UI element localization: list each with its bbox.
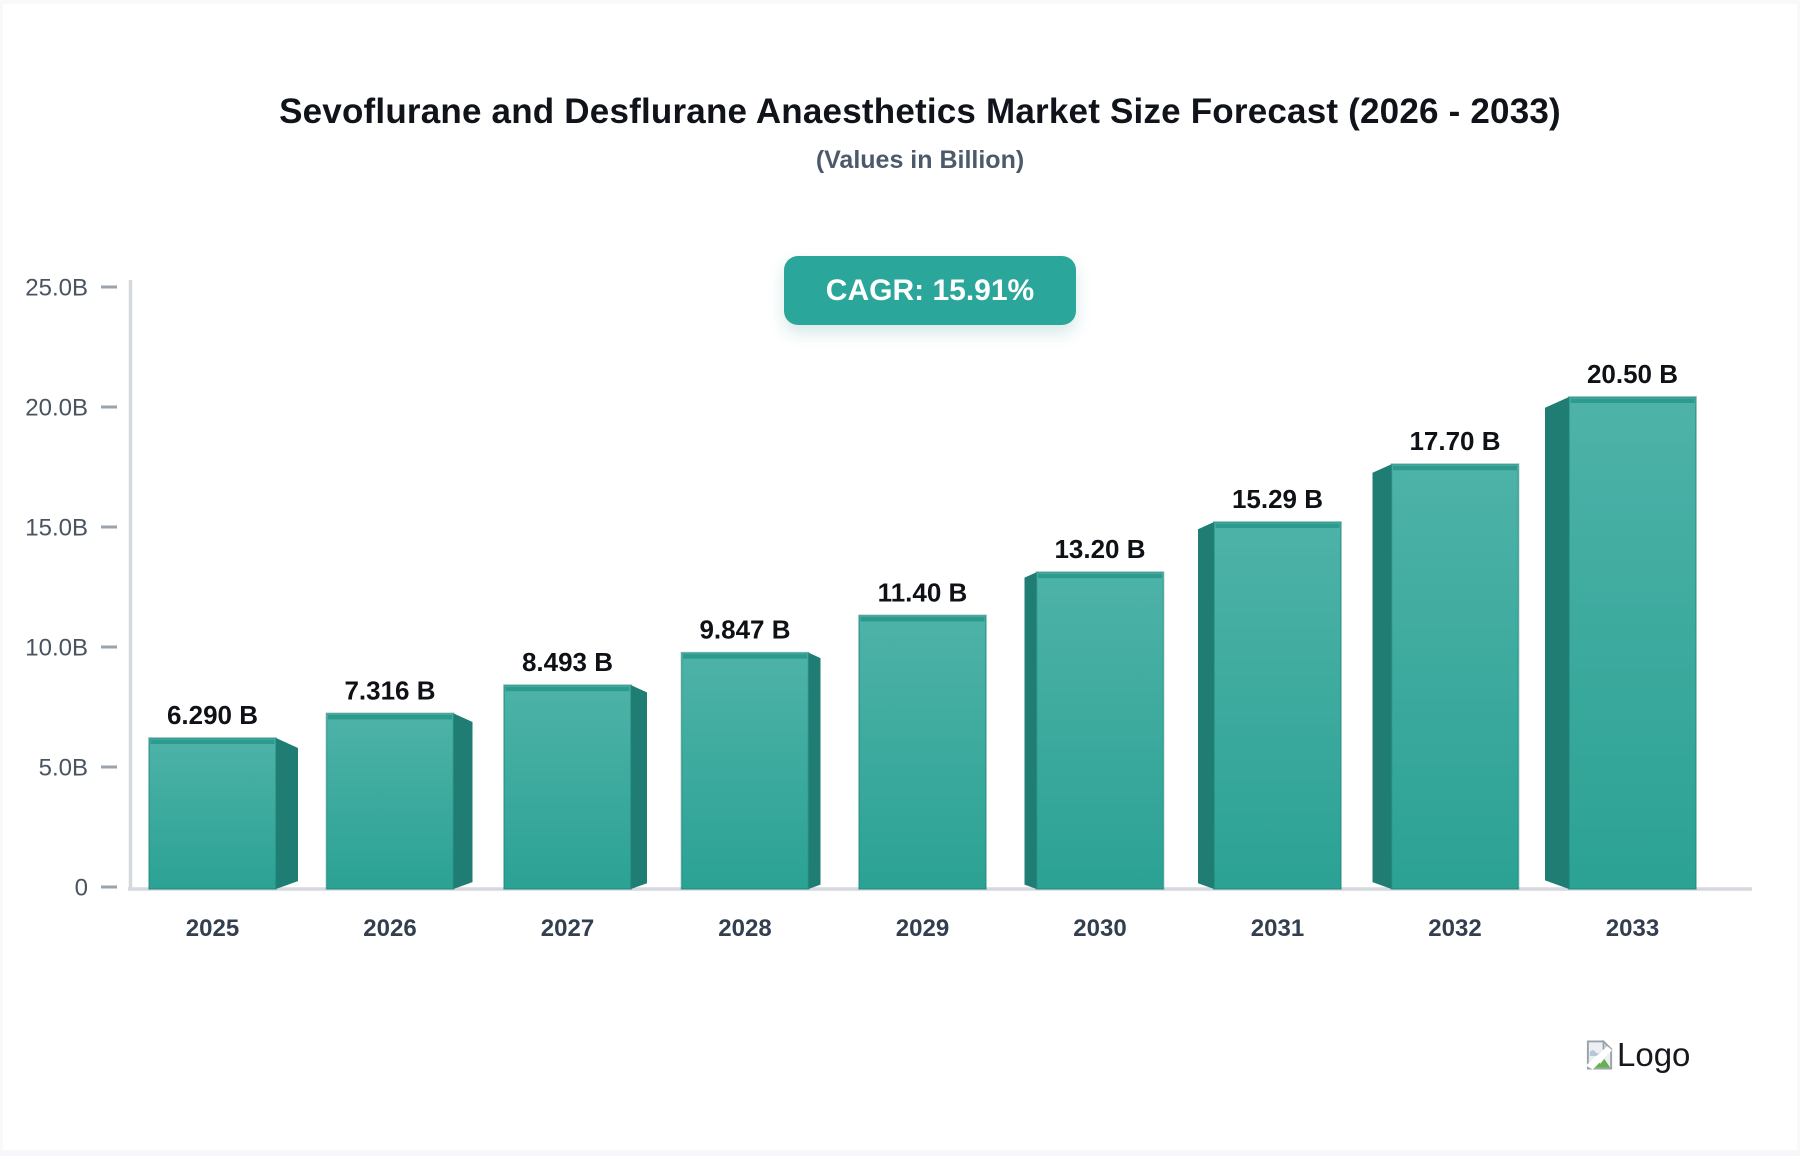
y-axis-tick-label: 5.0B bbox=[39, 755, 88, 782]
bar-value-label: 17.70 B bbox=[1409, 426, 1500, 456]
x-axis-tick-label: 2033 bbox=[1606, 915, 1659, 942]
bar-2026 bbox=[325, 712, 473, 890]
chart-subtitle: (Values in Billion) bbox=[815, 146, 1025, 174]
bar-top-strip bbox=[683, 654, 807, 659]
bar-series bbox=[148, 396, 1697, 890]
chart-labels: 6.290 B 2025 7.316 B 2026 8.493 B 2027 9.847 B… bbox=[167, 359, 1678, 942]
x-axis-tick-label: 2027 bbox=[541, 915, 594, 942]
bar-front-face bbox=[858, 614, 987, 890]
y-axis-tick-label: 0 bbox=[75, 875, 88, 902]
bar-2032 bbox=[1372, 463, 1520, 890]
bar-side-face bbox=[1198, 522, 1214, 889]
bar-top-strip bbox=[1570, 398, 1695, 403]
bar-value-label: 6.290 B bbox=[167, 700, 258, 730]
bar-top-strip bbox=[1215, 523, 1340, 529]
bar-side-face bbox=[1024, 572, 1037, 889]
x-axis-tick-label: 2031 bbox=[1251, 915, 1304, 942]
bar-value-label: 11.40 B bbox=[878, 577, 968, 607]
bar-value-label: 8.493 B bbox=[522, 647, 613, 677]
bar-front-face bbox=[1035, 571, 1165, 890]
x-axis-tick-label: 2032 bbox=[1428, 915, 1481, 942]
bar-value-label: 7.316 B bbox=[344, 675, 435, 705]
bar-front-face bbox=[325, 712, 455, 890]
bar-front-face bbox=[1568, 396, 1697, 890]
logo-label: Logo bbox=[1617, 1036, 1691, 1073]
bar-2031 bbox=[1198, 521, 1342, 890]
bar-2033 bbox=[1545, 396, 1697, 890]
cagr-badge: CAGR: 15.91% bbox=[784, 256, 1076, 325]
bar-2025 bbox=[148, 737, 298, 890]
bar-2028 bbox=[680, 651, 821, 890]
bar-2027 bbox=[503, 684, 647, 890]
bar-front-face bbox=[148, 737, 277, 890]
y-axis-tick-label: 15.0B bbox=[25, 515, 88, 542]
y-axis-tick-label: 20.0B bbox=[25, 395, 88, 422]
bar-front-face bbox=[1213, 521, 1342, 890]
chart-title: Sevoflurane and Desflurane Anaesthetics … bbox=[279, 92, 1561, 131]
bar-front-face bbox=[680, 651, 810, 890]
bar-top-strip bbox=[150, 739, 275, 745]
cagr-badge-label: CAGR: 15.91% bbox=[825, 273, 1035, 307]
bar-value-label: 15.29 B bbox=[1232, 484, 1323, 514]
bar-top-strip bbox=[328, 714, 452, 720]
bar-top-strip bbox=[505, 686, 630, 692]
x-axis-tick-label: 2026 bbox=[363, 915, 416, 942]
bar-top-strip bbox=[1393, 465, 1517, 471]
chart-header: Sevoflurane and Desflurane Anaesthetics … bbox=[20, 92, 1800, 175]
bar-value-label: 9.847 B bbox=[699, 615, 790, 645]
x-axis-tick-label: 2025 bbox=[186, 915, 239, 942]
bar-top-strip bbox=[860, 616, 985, 622]
bar-side-face bbox=[1372, 464, 1392, 889]
bar-side-face bbox=[808, 652, 821, 889]
bar-value-label: 13.20 B bbox=[1054, 534, 1145, 564]
bar-2030 bbox=[1024, 571, 1165, 890]
broken-image-icon bbox=[1585, 1039, 1613, 1070]
bar-side-face bbox=[1545, 397, 1569, 889]
bar-front-face bbox=[503, 684, 632, 890]
y-axis-tick-label: 25.0B bbox=[25, 275, 88, 302]
y-axis-tick-label: 10.0B bbox=[25, 635, 88, 662]
bar-front-face bbox=[1390, 463, 1520, 890]
logo: Logo bbox=[1584, 1036, 1690, 1074]
bar-side-face bbox=[631, 685, 647, 889]
bar-2029 bbox=[858, 614, 987, 890]
bar-value-label: 20.50 B bbox=[1587, 359, 1678, 389]
bar-side-face bbox=[276, 738, 298, 889]
bar-side-face bbox=[453, 713, 473, 889]
bar-top-strip bbox=[1038, 573, 1162, 579]
x-axis-tick-label: 2028 bbox=[718, 915, 771, 942]
x-axis-tick-label: 2029 bbox=[896, 915, 949, 942]
x-axis-tick-label: 2030 bbox=[1073, 915, 1126, 942]
